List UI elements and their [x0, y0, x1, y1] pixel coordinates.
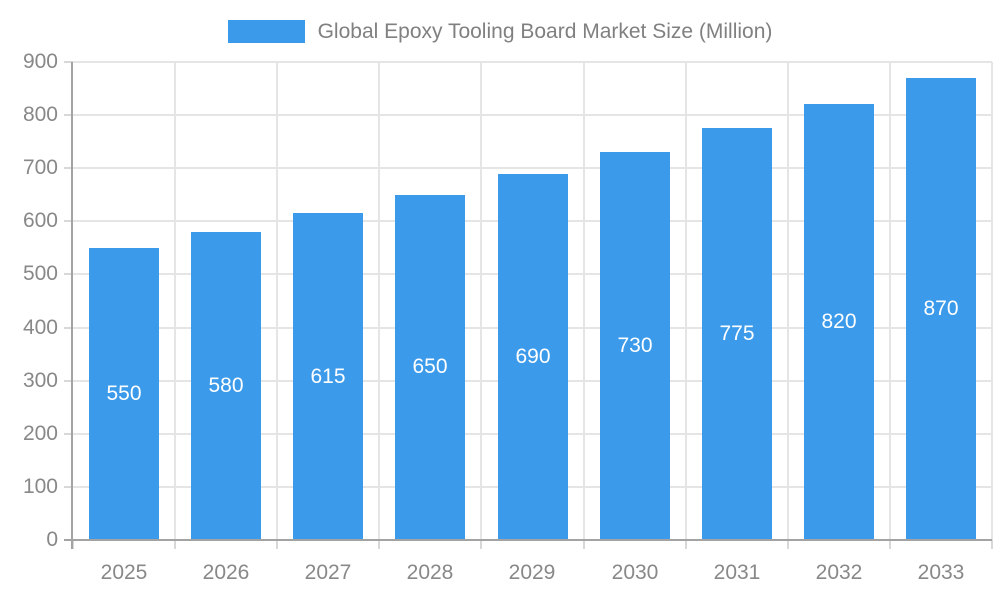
x-axis-tick-label: 2033	[917, 561, 965, 584]
legend-item[interactable]: Global Epoxy Tooling Board Market Size (…	[227, 20, 773, 43]
x-axis-tick-label: 2027	[304, 561, 352, 584]
bar-2029[interactable]	[498, 174, 568, 540]
x-axis-tick-label: 2028	[406, 561, 454, 584]
x-axis-tick-label: 2031	[713, 561, 761, 584]
x-axis-tick	[480, 540, 482, 549]
y-axis-tick-label: 200	[22, 422, 58, 445]
y-axis-tick	[64, 327, 73, 329]
y-axis-tick	[64, 114, 73, 116]
y-axis-tick	[64, 167, 73, 169]
x-axis-tick	[72, 540, 74, 549]
x-axis-tick	[787, 540, 789, 549]
bar-2025[interactable]	[89, 248, 159, 540]
x-axis-tick-label: 2026	[202, 561, 250, 584]
y-axis-tick-label: 900	[22, 50, 58, 73]
y-axis-tick	[64, 380, 73, 382]
y-axis-tick-label: 800	[22, 103, 58, 126]
y-axis-tick-label: 600	[22, 209, 58, 232]
y-axis-tick-label: 300	[22, 369, 58, 392]
y-axis-tick-label: 700	[22, 156, 58, 179]
bar-value-label: 615	[310, 365, 346, 388]
x-axis-tick	[174, 540, 176, 549]
bar-value-label: 580	[208, 374, 244, 397]
gridline-v	[889, 62, 891, 540]
bar-value-label: 650	[412, 355, 448, 378]
gridline-v	[685, 62, 687, 540]
chart-title: Global Epoxy Tooling Board Market Size (…	[317, 20, 773, 43]
gridline-v	[276, 62, 278, 540]
y-axis-tick	[64, 61, 73, 63]
x-axis-tick	[991, 540, 993, 549]
y-axis-tick-label: 500	[22, 262, 58, 285]
gridline-v	[378, 62, 380, 540]
x-axis-tick	[685, 540, 687, 549]
bar-value-label: 820	[821, 310, 857, 333]
gridline-h	[73, 61, 992, 63]
x-axis-tick	[889, 540, 891, 549]
x-axis-tick-label: 2029	[508, 561, 556, 584]
y-axis-tick	[64, 539, 73, 541]
x-axis-tick	[276, 540, 278, 549]
x-axis-tick-label: 2025	[100, 561, 148, 584]
bar-value-label: 730	[617, 334, 653, 357]
bar-2033[interactable]	[906, 78, 976, 540]
y-axis-tick	[64, 486, 73, 488]
gridline-v	[174, 62, 176, 540]
bar-2026[interactable]	[191, 232, 261, 540]
bar-value-label: 775	[719, 322, 755, 345]
bar-value-label: 690	[515, 345, 551, 368]
y-axis-tick-label: 100	[22, 475, 58, 498]
x-axis-tick-label: 2032	[815, 561, 863, 584]
y-axis-tick	[64, 220, 73, 222]
bar-2027[interactable]	[293, 213, 363, 540]
y-axis-tick	[64, 433, 73, 435]
legend-swatch	[227, 20, 305, 43]
x-axis-tick	[378, 540, 380, 549]
bar-2032[interactable]	[804, 104, 874, 540]
bar-value-label: 550	[106, 382, 142, 405]
bar-value-label: 870	[923, 297, 959, 320]
y-axis-tick	[64, 273, 73, 275]
x-axis-tick-label: 2030	[611, 561, 659, 584]
y-axis-tick-label: 0	[46, 528, 58, 551]
x-axis-tick	[583, 540, 585, 549]
gridline-v	[787, 62, 789, 540]
y-axis-tick-label: 400	[22, 316, 58, 339]
bar-2030[interactable]	[600, 152, 670, 540]
gridline-v	[583, 62, 585, 540]
legend: Global Epoxy Tooling Board Market Size (…	[0, 20, 1000, 43]
gridline-v	[991, 62, 993, 540]
gridline-v	[480, 62, 482, 540]
bar-2028[interactable]	[395, 195, 465, 540]
y-axis-line	[71, 62, 73, 549]
bar-2031[interactable]	[702, 128, 772, 540]
